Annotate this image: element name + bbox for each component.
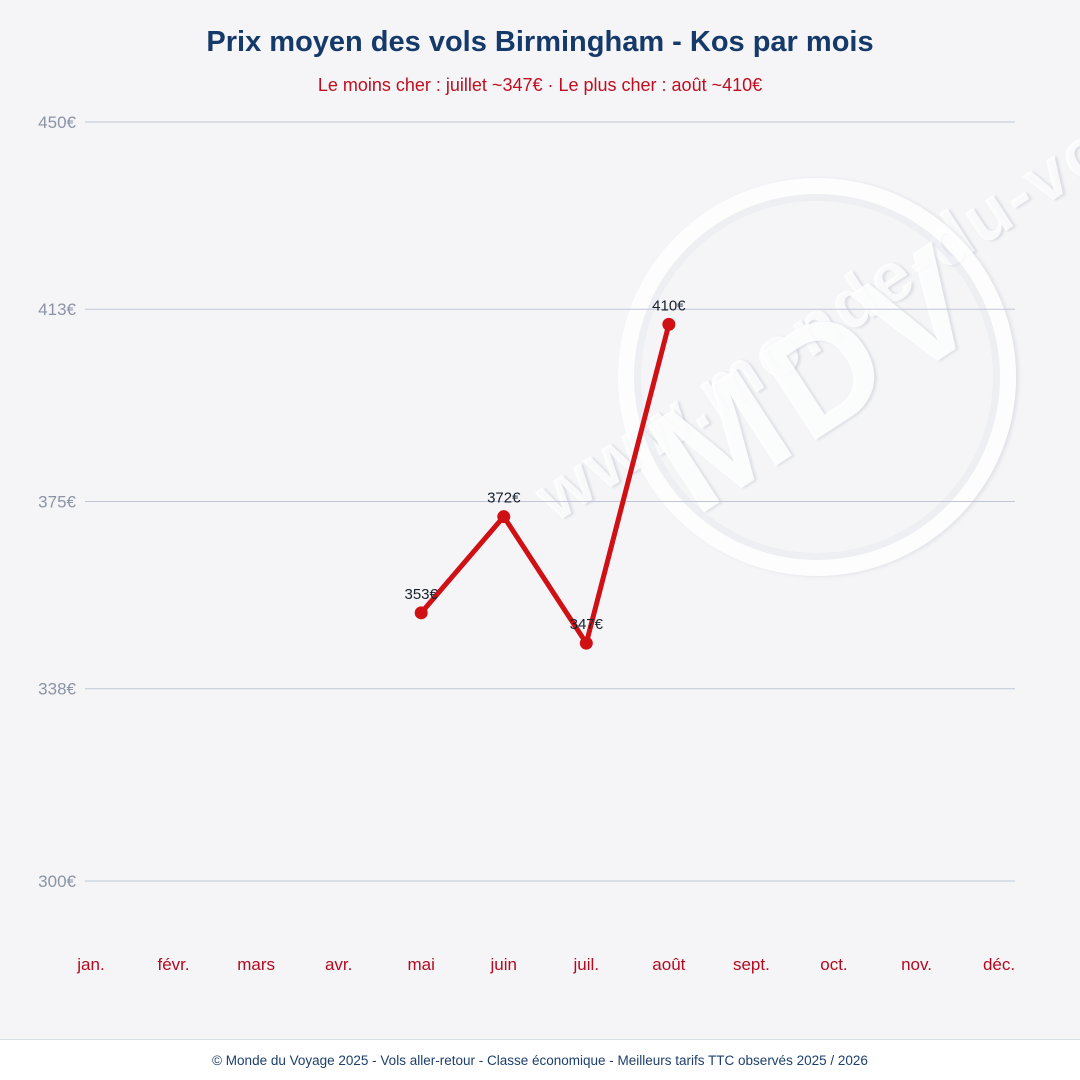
- point-value-label: 372€: [487, 490, 521, 507]
- data-point-marker: [414, 606, 428, 620]
- point-value-label: 353€: [405, 586, 439, 603]
- y-axis-label: 413€: [38, 300, 76, 319]
- chart-title: Prix moyen des vols Birmingham - Kos par…: [206, 26, 874, 58]
- price-line-series: [418, 321, 672, 646]
- y-axis-label: 338€: [38, 680, 76, 699]
- data-point-marker: [579, 636, 593, 650]
- data-point-marker: [662, 317, 676, 331]
- x-axis-label: mars: [237, 955, 275, 974]
- x-axis-label: oct.: [820, 955, 847, 974]
- y-axis-label: 375€: [38, 493, 76, 512]
- footer-bar: © Monde du Voyage 2025 - Vols aller-reto…: [0, 1039, 1080, 1080]
- y-axis-label: 450€: [38, 113, 76, 132]
- x-axis-label: juin: [490, 955, 517, 974]
- data-point-marker: [497, 510, 511, 524]
- x-axis-label: juil.: [573, 955, 600, 974]
- footer-text: © Monde du Voyage 2025 - Vols aller-reto…: [212, 1052, 868, 1068]
- point-value-label: 410€: [652, 297, 686, 314]
- x-axis-label: sept.: [733, 955, 770, 974]
- point-value-label: 347€: [570, 616, 604, 633]
- x-axis-label: févr.: [157, 955, 189, 974]
- x-axis-label: jan.: [76, 955, 104, 974]
- x-axis-label: nov.: [901, 955, 932, 974]
- x-axis-label: août: [652, 955, 685, 974]
- x-axis-label: mai: [407, 955, 434, 974]
- chart-subtitle: Le moins cher : juillet ~347€ · Le plus …: [317, 75, 763, 95]
- x-axis-label: déc.: [983, 955, 1015, 974]
- y-axis-label: 300€: [38, 872, 76, 891]
- x-axis-label: avr.: [325, 955, 352, 974]
